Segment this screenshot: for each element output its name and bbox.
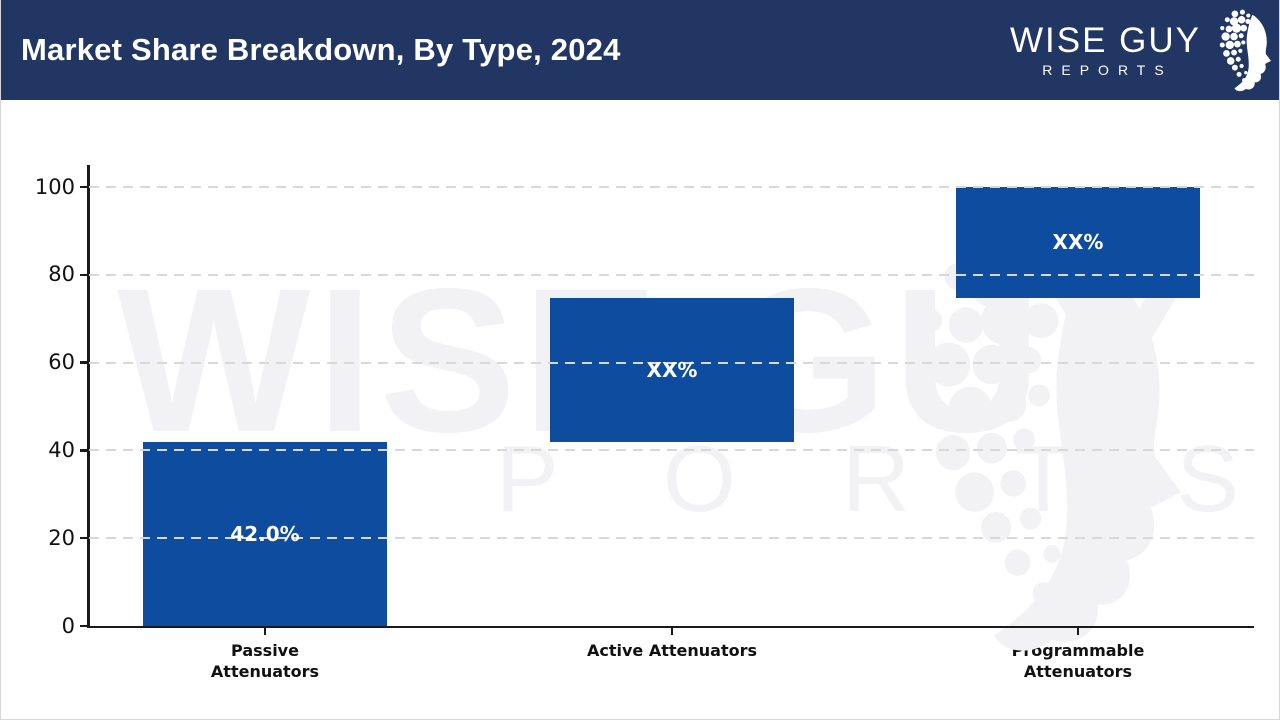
gridline-100 [89,186,1254,188]
y-tick-label: 60 [48,350,75,375]
y-tick-80 [80,273,88,277]
x-tick-2 [670,628,674,635]
chart-area: WISE GUY R E P O R T S 0 20 40 60 80 100 42.0%… [1,100,1279,719]
y-tick-40 [80,449,88,452]
bar-segment-1 [143,441,387,626]
x-tick-3 [1076,628,1080,635]
y-axis-spine [87,165,90,628]
y-tick-label: 100 [34,174,75,199]
y-tick-label: 80 [48,262,75,287]
bar-label-3: XX% [1052,230,1104,255]
y-tick-100 [80,185,88,189]
bar-segment-2 [550,297,794,442]
bar-label-1: 42.0% [230,521,300,546]
gridline-20 [89,537,1254,540]
logo-wordmark: WISE GUY [1009,21,1201,60]
wiseguy-logo: WISE GUY REPORTS [1010,7,1271,93]
page-title: Market Share Breakdown, By Type, 2024 [21,32,621,67]
x-category-label: Active Attenuators [586,641,757,660]
y-tick-label: 20 [48,525,75,550]
x-category-label: Passive Attenuators [210,641,320,681]
x-tick-1 [263,628,267,635]
x-category-label: Programmable Attenuators [1011,641,1145,681]
bar-label-2: XX% [646,357,698,382]
header: Market Share Breakdown, By Type, 2024 WI… [1,0,1279,100]
gridline-60 [89,361,1254,364]
y-tick-60 [80,361,88,364]
y-tick-label: 40 [48,437,75,462]
y-tick-20 [80,536,88,540]
y-tick-0 [80,624,88,628]
logo-text: WISE GUY REPORTS [1010,23,1201,77]
y-tick-label: 0 [61,613,75,638]
gridline-40 [89,449,1254,452]
x-axis-spine [87,625,1254,628]
logo-face-icon [1219,9,1271,92]
logo-reports-label: REPORTS [1042,62,1173,78]
chart-plot: 0 20 40 60 80 100 42.0% XX% XX% Passive Attenuato… [1,100,1279,719]
gridline-80 [89,273,1254,276]
